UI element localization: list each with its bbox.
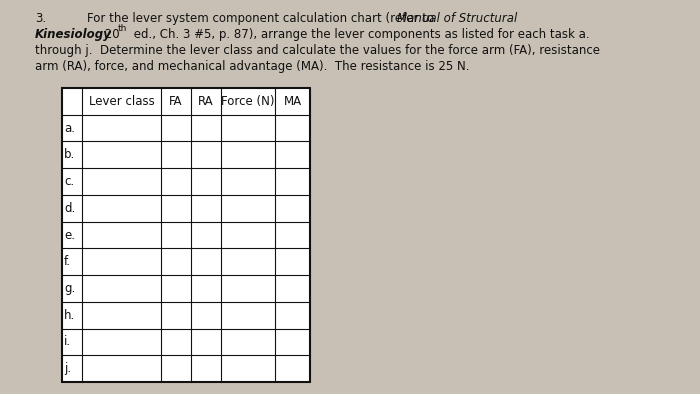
Text: j.: j. [64,362,71,375]
Text: 20: 20 [101,28,120,41]
Text: FA: FA [169,95,183,108]
Text: c.: c. [64,175,74,188]
Text: i.: i. [64,335,71,348]
Text: Kinesiology: Kinesiology [35,28,112,41]
Text: Force (N): Force (N) [221,95,274,108]
Text: For the lever system component calculation chart (refer to: For the lever system component calculati… [87,12,438,25]
Text: e.: e. [64,229,75,242]
Text: h.: h. [64,309,76,322]
Bar [62,88,310,382]
Text: a.: a. [64,122,75,135]
Text: ed., Ch. 3 #5, p. 87), arrange the lever components as listed for each task a.: ed., Ch. 3 #5, p. 87), arrange the lever… [130,28,589,41]
Text: arm (RA), force, and mechanical advantage (MA).  The resistance is 25 N.: arm (RA), force, and mechanical advantag… [35,60,470,73]
Text: g.: g. [64,282,76,295]
Text: 3.: 3. [35,12,46,25]
Text: d.: d. [64,202,76,215]
Text: RA: RA [198,95,214,108]
Text: b.: b. [64,148,76,161]
Text: Lever class: Lever class [89,95,155,108]
Text: Manual of Structural: Manual of Structural [397,12,517,25]
Text: through j.  Determine the lever class and calculate the values for the force arm: through j. Determine the lever class and… [35,44,600,57]
Text: f.: f. [64,255,71,268]
Text: th: th [118,24,127,33]
Text: MA: MA [284,95,302,108]
